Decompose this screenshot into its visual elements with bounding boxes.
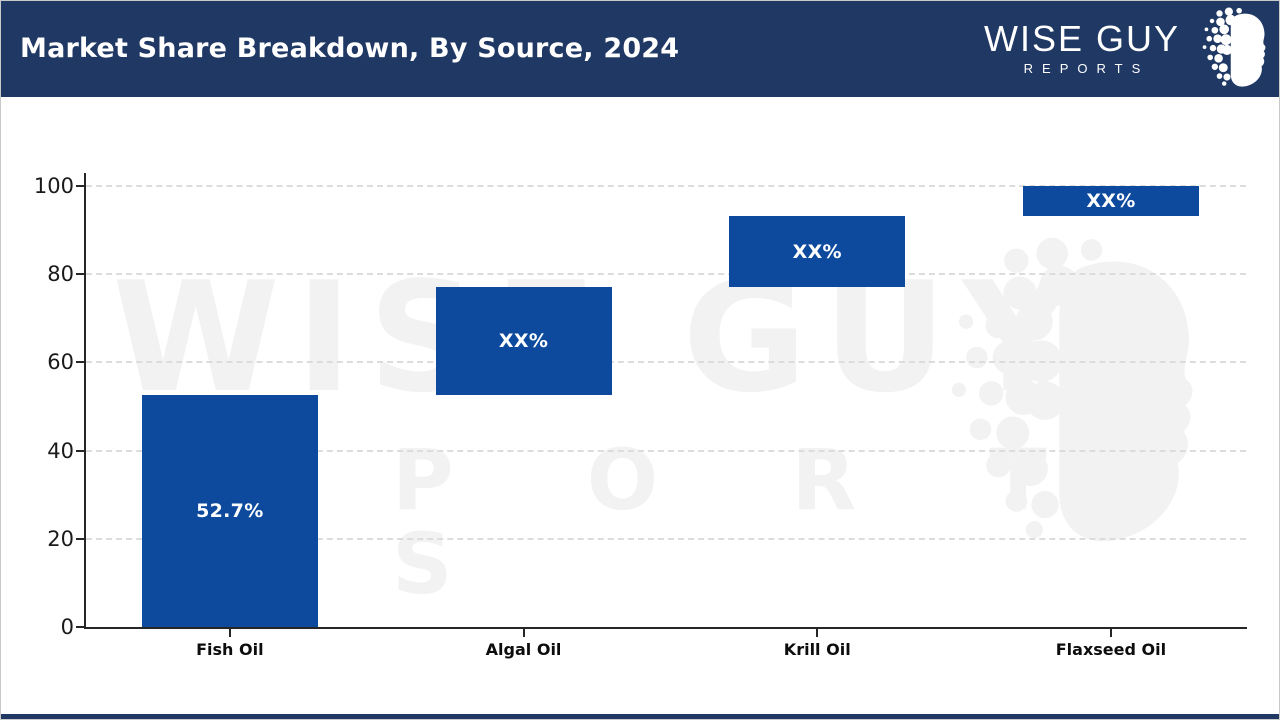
y-tick-label-0: 0 xyxy=(60,615,74,639)
header-bar: Market Share Breakdown, By Source, 2024 … xyxy=(0,0,1280,97)
category-label-2: Krill Oil xyxy=(783,640,851,659)
y-tick-label-20: 20 xyxy=(47,526,74,551)
x-axis-line xyxy=(84,627,1247,629)
wiseguy-logo-text: WISE GUY REPORTS xyxy=(983,18,1180,77)
y-tick-label-100: 100 xyxy=(33,174,74,198)
y-tick-100 xyxy=(76,185,84,187)
bar-value-label: XX% xyxy=(498,330,549,352)
wiseguy-logo: WISE GUY REPORTS xyxy=(984,5,1280,93)
wiseguy-head-icon xyxy=(1202,6,1266,87)
bar-fish-oil: 52.7% xyxy=(141,394,318,627)
footer-bar xyxy=(0,714,1280,720)
x-tick-3 xyxy=(1109,629,1112,637)
logo-subtitle: REPORTS xyxy=(1023,61,1150,76)
x-tick-0 xyxy=(228,629,231,637)
gridline-80 xyxy=(86,273,1246,276)
bar-algal-oil: XX% xyxy=(435,287,612,395)
y-tick-20 xyxy=(76,537,84,540)
y-tick-40 xyxy=(76,449,84,452)
y-tick-0 xyxy=(76,626,84,628)
gridline-60 xyxy=(86,361,1246,364)
gridline-40 xyxy=(86,449,1246,452)
category-label-3: Flaxseed Oil xyxy=(1055,640,1167,659)
y-axis-line xyxy=(84,173,86,629)
gridline-20 xyxy=(86,537,1246,540)
y-tick-label-40: 40 xyxy=(47,438,74,463)
y-tick-label-80: 80 xyxy=(47,262,74,287)
bar-value-label: 52.7% xyxy=(196,499,264,522)
y-tick-label-60: 60 xyxy=(47,350,74,375)
bar-value-label: XX% xyxy=(1086,189,1136,212)
category-label-1: Algal Oil xyxy=(485,640,562,659)
bar-flaxseed-oil: XX% xyxy=(1022,186,1199,216)
x-tick-2 xyxy=(816,629,819,637)
logo-wordmark: WISE GUY xyxy=(983,18,1180,59)
x-tick-1 xyxy=(522,629,525,637)
y-tick-60 xyxy=(76,361,84,364)
bar-value-label: XX% xyxy=(792,240,842,263)
y-tick-80 xyxy=(76,273,84,276)
gridline-100 xyxy=(86,185,1246,187)
chart-title: Market Share Breakdown, By Source, 2024 xyxy=(20,33,680,64)
bar-krill-oil: XX% xyxy=(729,215,906,288)
category-label-0: Fish Oil xyxy=(196,640,264,659)
